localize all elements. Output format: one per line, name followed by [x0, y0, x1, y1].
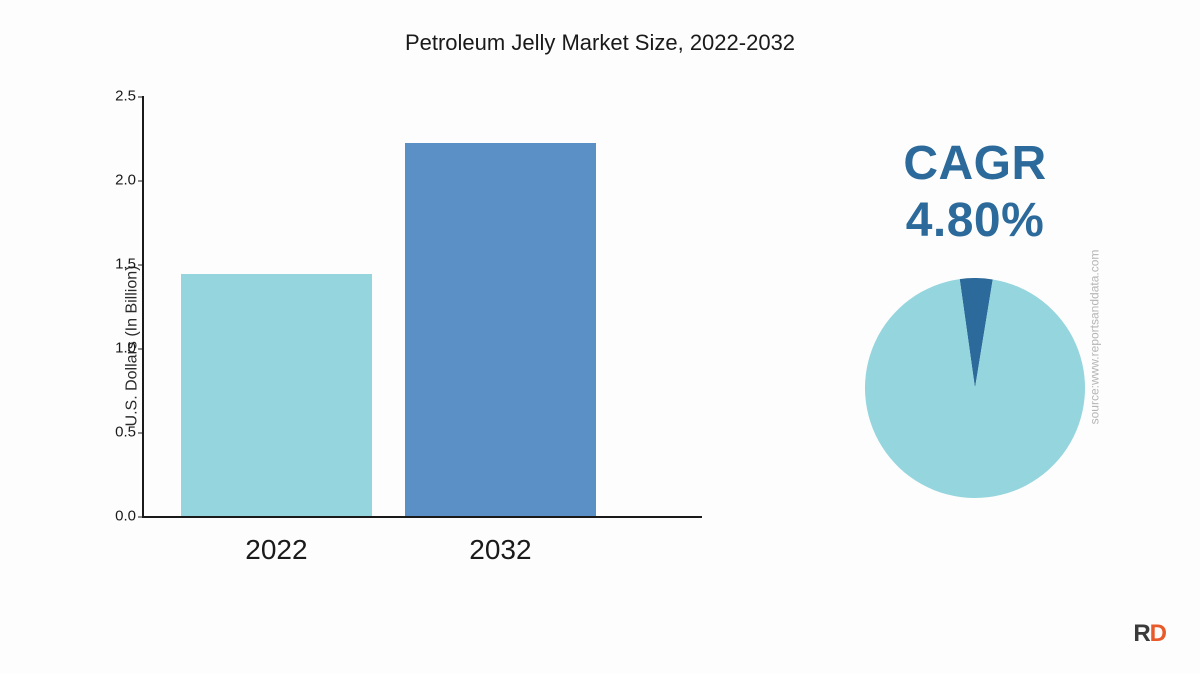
y-tick-label: 2.0 [115, 172, 136, 189]
cagr-value: 4.80% [906, 193, 1045, 248]
chart-container: Petroleum Jelly Market Size, 2022-2032 U… [0, 0, 1200, 674]
y-tick-label: 1.0 [115, 340, 136, 357]
y-tick-label: 2.5 [115, 88, 136, 105]
y-ticks: 0.00.51.01.52.02.5 [100, 96, 140, 516]
pie-chart [865, 278, 1085, 503]
cagr-label: CAGR [903, 136, 1046, 191]
x-tick-label: 2032 [469, 534, 531, 566]
y-tick-label: 0.0 [115, 508, 136, 525]
bar [181, 274, 371, 516]
source-attribution: source:www.reportsanddata.com [1088, 250, 1102, 425]
brand-logo: RD [1133, 620, 1166, 648]
content-row: U.S. Dollars (In Billion) 0.00.51.01.52.… [40, 86, 1160, 606]
pie-svg [865, 278, 1085, 498]
x-axis-line [142, 516, 702, 518]
y-tick-label: 0.5 [115, 424, 136, 441]
plot-area [142, 96, 702, 516]
logo-d: D [1150, 620, 1166, 647]
y-tick-label: 1.5 [115, 256, 136, 273]
x-tick-label: 2022 [245, 534, 307, 566]
chart-title: Petroleum Jelly Market Size, 2022-2032 [40, 30, 1160, 56]
x-labels: 2022 2032 [142, 534, 702, 574]
bar [405, 143, 595, 516]
logo-r: R [1133, 620, 1149, 647]
bar-chart: U.S. Dollars (In Billion) 0.00.51.01.52.… [80, 86, 740, 606]
